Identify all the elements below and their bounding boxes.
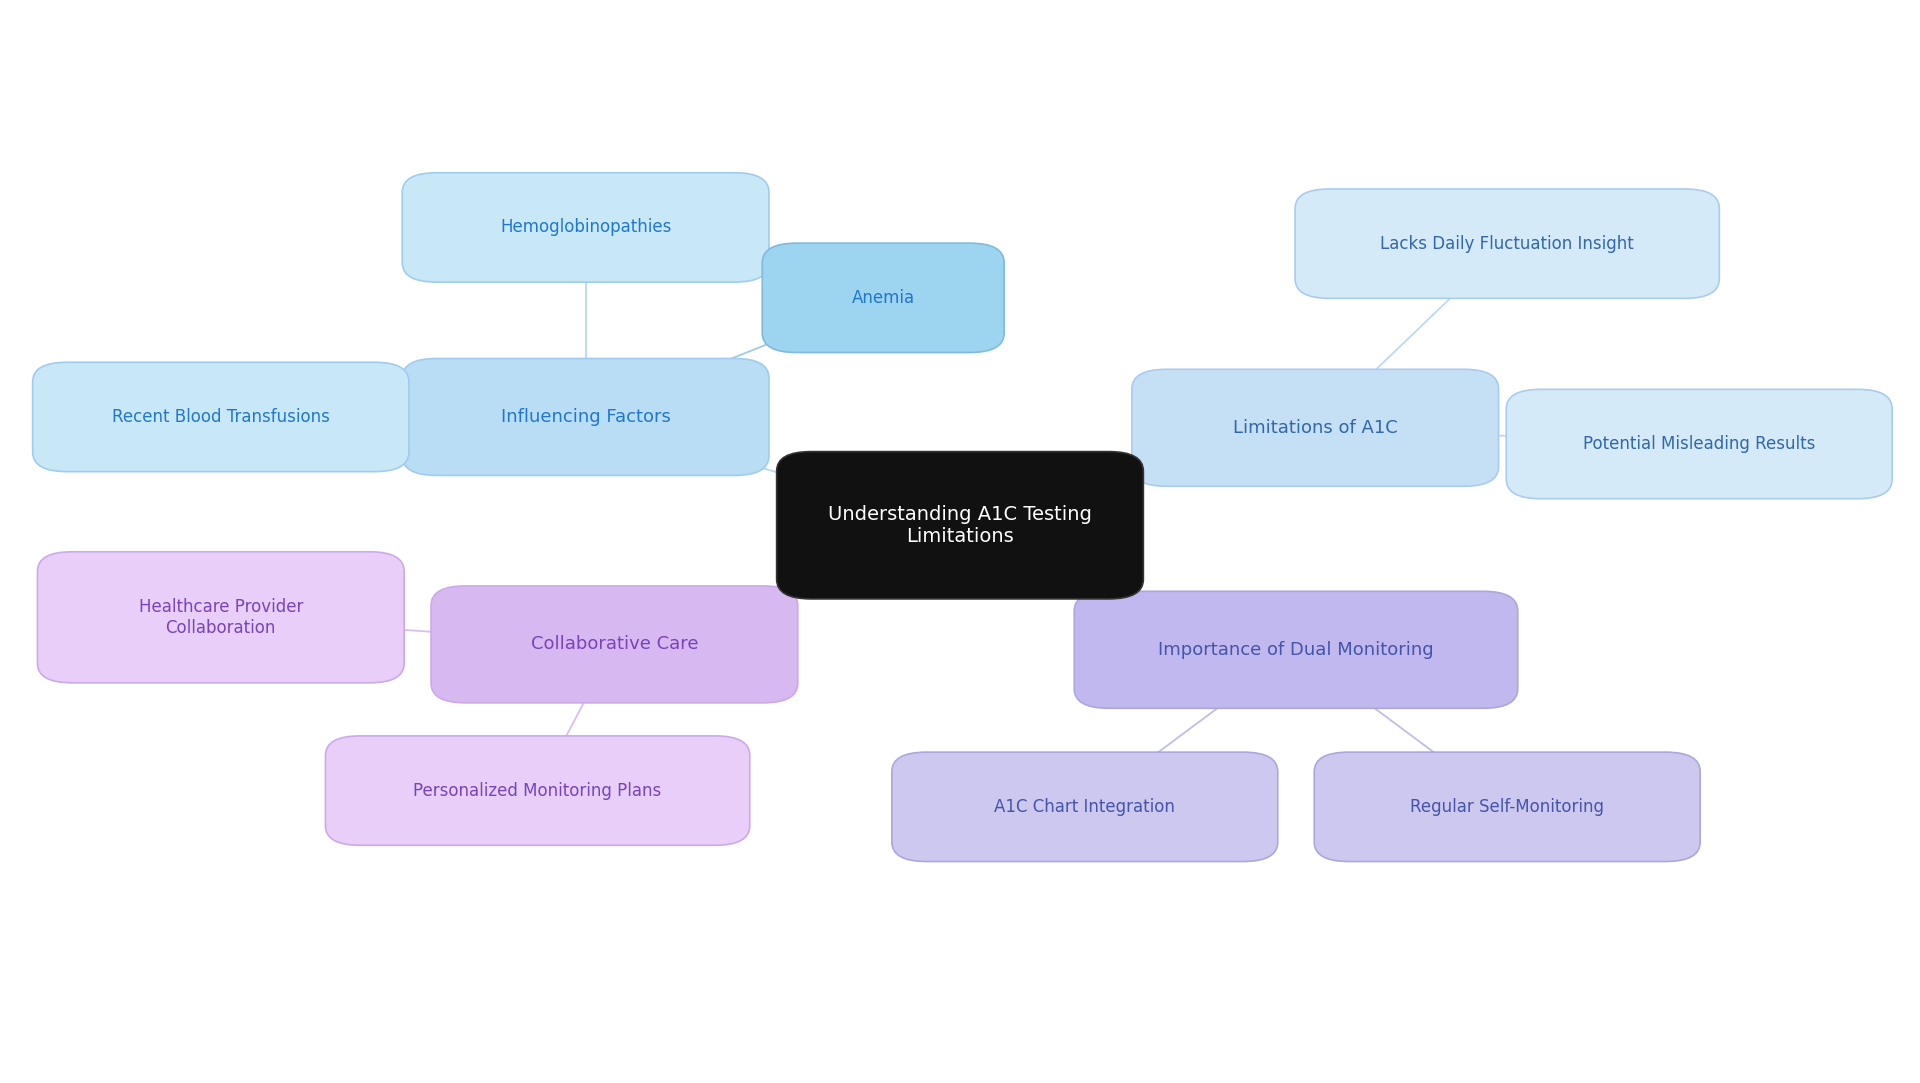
FancyBboxPatch shape — [1313, 752, 1701, 862]
FancyBboxPatch shape — [403, 358, 768, 475]
Text: Limitations of A1C: Limitations of A1C — [1233, 419, 1398, 436]
Text: A1C Chart Integration: A1C Chart Integration — [995, 798, 1175, 815]
Text: Lacks Daily Fluctuation Insight: Lacks Daily Fluctuation Insight — [1380, 235, 1634, 252]
FancyBboxPatch shape — [1505, 390, 1893, 498]
FancyBboxPatch shape — [403, 172, 768, 282]
FancyBboxPatch shape — [891, 752, 1279, 862]
Text: Collaborative Care: Collaborative Care — [530, 636, 699, 653]
Text: Potential Misleading Results: Potential Misleading Results — [1582, 435, 1816, 453]
FancyBboxPatch shape — [1133, 369, 1498, 486]
Text: Recent Blood Transfusions: Recent Blood Transfusions — [111, 408, 330, 426]
FancyBboxPatch shape — [38, 552, 405, 683]
Text: Anemia: Anemia — [852, 289, 914, 306]
Text: Influencing Factors: Influencing Factors — [501, 408, 670, 426]
FancyBboxPatch shape — [776, 452, 1142, 599]
FancyBboxPatch shape — [762, 244, 1004, 353]
Text: Regular Self-Monitoring: Regular Self-Monitoring — [1409, 798, 1605, 815]
FancyBboxPatch shape — [326, 736, 751, 845]
Text: Importance of Dual Monitoring: Importance of Dual Monitoring — [1158, 641, 1434, 658]
FancyBboxPatch shape — [1075, 591, 1517, 708]
Text: Healthcare Provider
Collaboration: Healthcare Provider Collaboration — [138, 598, 303, 637]
FancyBboxPatch shape — [1294, 188, 1720, 298]
FancyBboxPatch shape — [33, 362, 409, 472]
Text: Understanding A1C Testing
Limitations: Understanding A1C Testing Limitations — [828, 505, 1092, 546]
Text: Hemoglobinopathies: Hemoglobinopathies — [499, 219, 672, 236]
Text: Personalized Monitoring Plans: Personalized Monitoring Plans — [413, 782, 662, 799]
FancyBboxPatch shape — [430, 586, 799, 703]
